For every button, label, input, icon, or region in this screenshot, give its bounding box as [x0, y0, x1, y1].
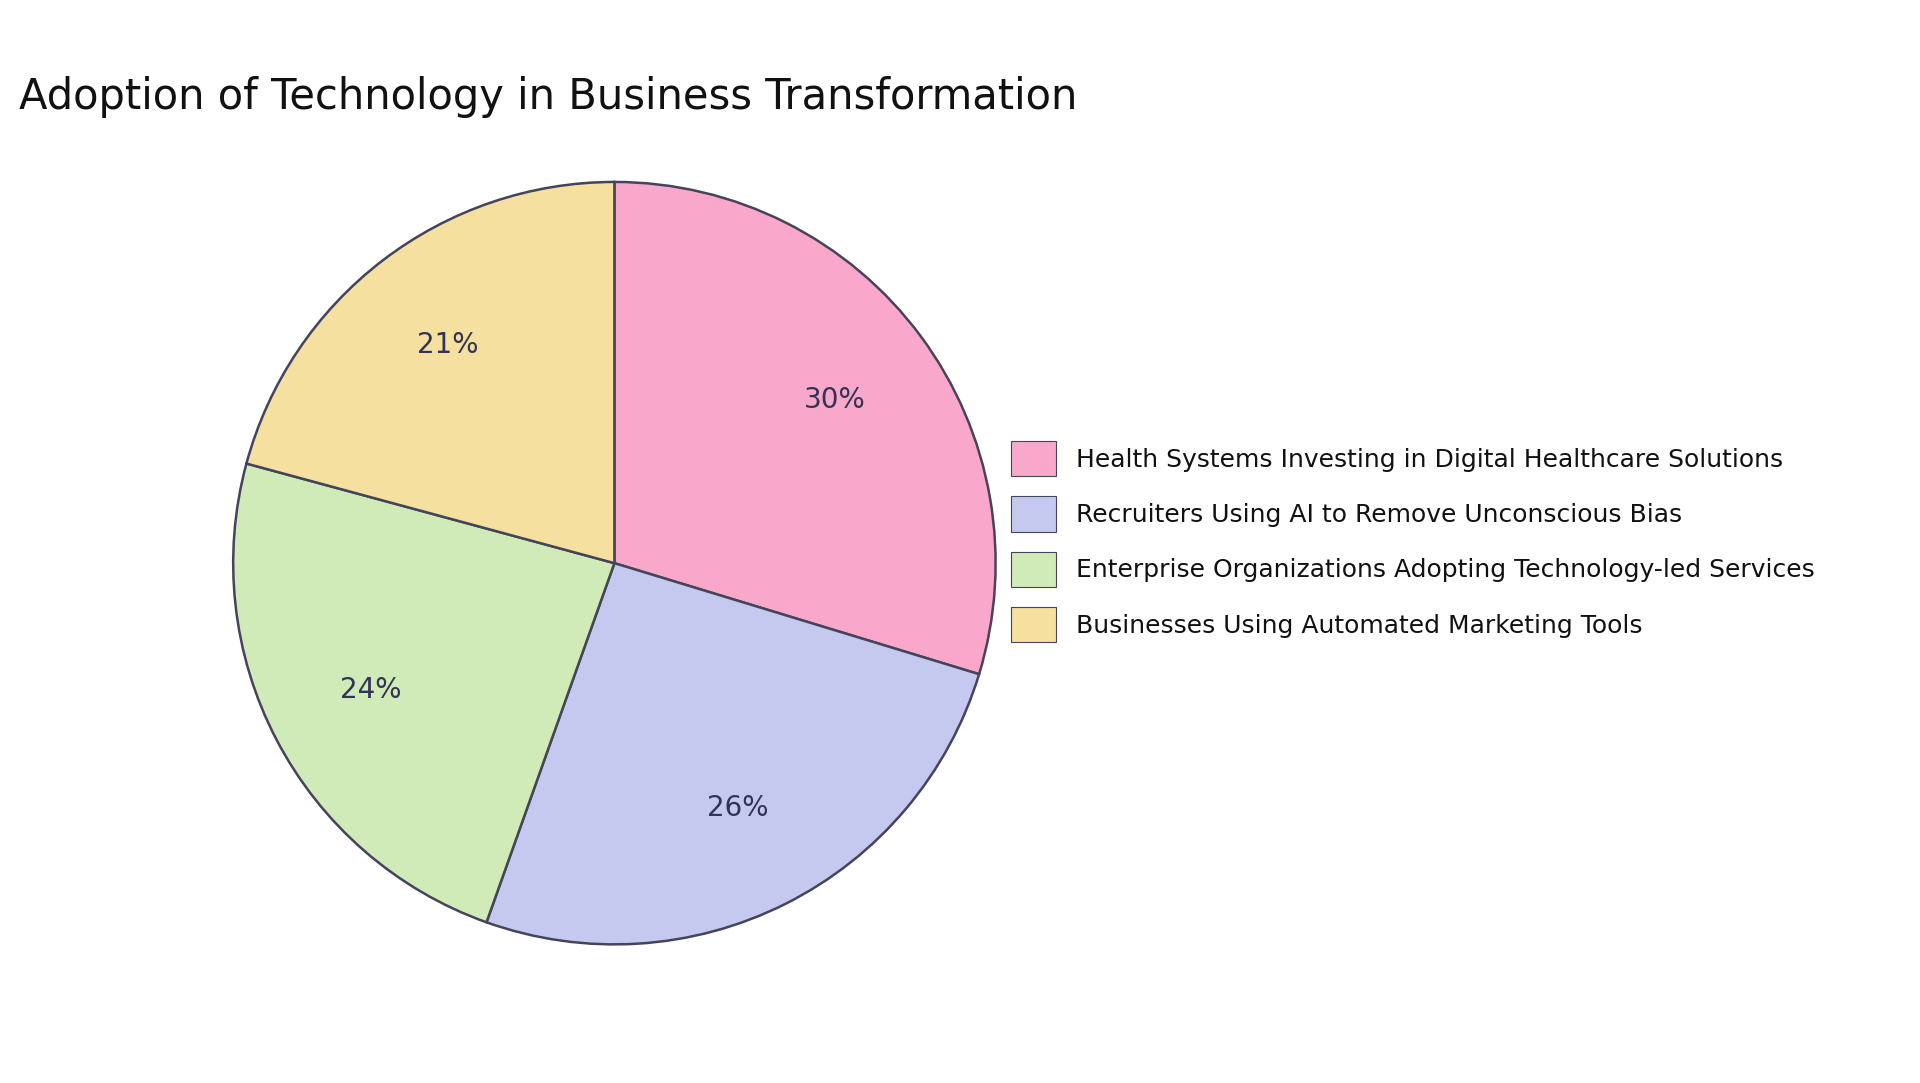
Wedge shape [246, 182, 614, 563]
Text: 21%: 21% [417, 331, 478, 360]
Text: 30%: 30% [804, 386, 866, 414]
Legend: Health Systems Investing in Digital Healthcare Solutions, Recruiters Using AI to: Health Systems Investing in Digital Heal… [1012, 441, 1814, 642]
Wedge shape [232, 464, 614, 923]
Wedge shape [614, 182, 996, 675]
Text: Adoption of Technology in Business Transformation: Adoption of Technology in Business Trans… [19, 76, 1077, 118]
Text: 24%: 24% [340, 677, 401, 704]
Wedge shape [486, 563, 979, 944]
Text: 26%: 26% [707, 794, 768, 822]
